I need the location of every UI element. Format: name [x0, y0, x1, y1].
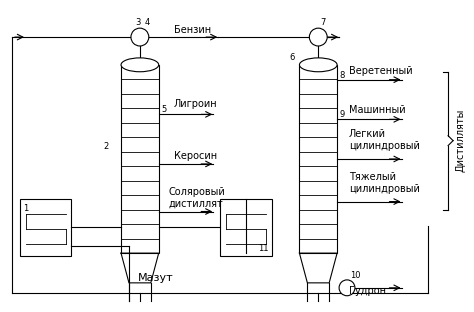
Text: 11: 11: [258, 244, 268, 253]
Bar: [300, 65, 337, 253]
Text: 9: 9: [339, 110, 344, 119]
Text: Мазут: Мазут: [138, 273, 173, 283]
Text: 6: 6: [290, 53, 295, 62]
Circle shape: [131, 28, 149, 46]
Text: 5: 5: [162, 105, 167, 115]
Text: Тяжелый
цилиндровый: Тяжелый цилиндровый: [349, 172, 420, 194]
Text: 10: 10: [350, 271, 361, 280]
Text: 2: 2: [103, 142, 109, 151]
Text: Машинный: Машинный: [349, 105, 406, 115]
Text: Бензин: Бензин: [173, 25, 211, 35]
Bar: [220, 199, 272, 256]
Text: 1: 1: [23, 203, 28, 212]
Bar: [20, 199, 72, 256]
Bar: [121, 65, 159, 253]
Ellipse shape: [121, 58, 159, 72]
Text: 4: 4: [145, 18, 150, 27]
Circle shape: [310, 28, 327, 46]
Text: Легкий
цилиндровый: Легкий цилиндровый: [349, 129, 420, 151]
Text: Лигроин: Лигроин: [173, 100, 217, 110]
Ellipse shape: [300, 58, 337, 72]
Text: Дистилляты: Дистилляты: [455, 109, 465, 172]
Text: 7: 7: [320, 18, 326, 27]
Text: 3: 3: [135, 18, 140, 27]
Text: Гудрон: Гудрон: [349, 286, 386, 296]
Text: 8: 8: [339, 71, 345, 80]
Text: Керосин: Керосин: [173, 151, 217, 161]
Circle shape: [339, 280, 355, 296]
Text: Веретенный: Веретенный: [349, 66, 413, 76]
Text: Соляровый
дистиллят: Соляровый дистиллят: [169, 187, 225, 208]
